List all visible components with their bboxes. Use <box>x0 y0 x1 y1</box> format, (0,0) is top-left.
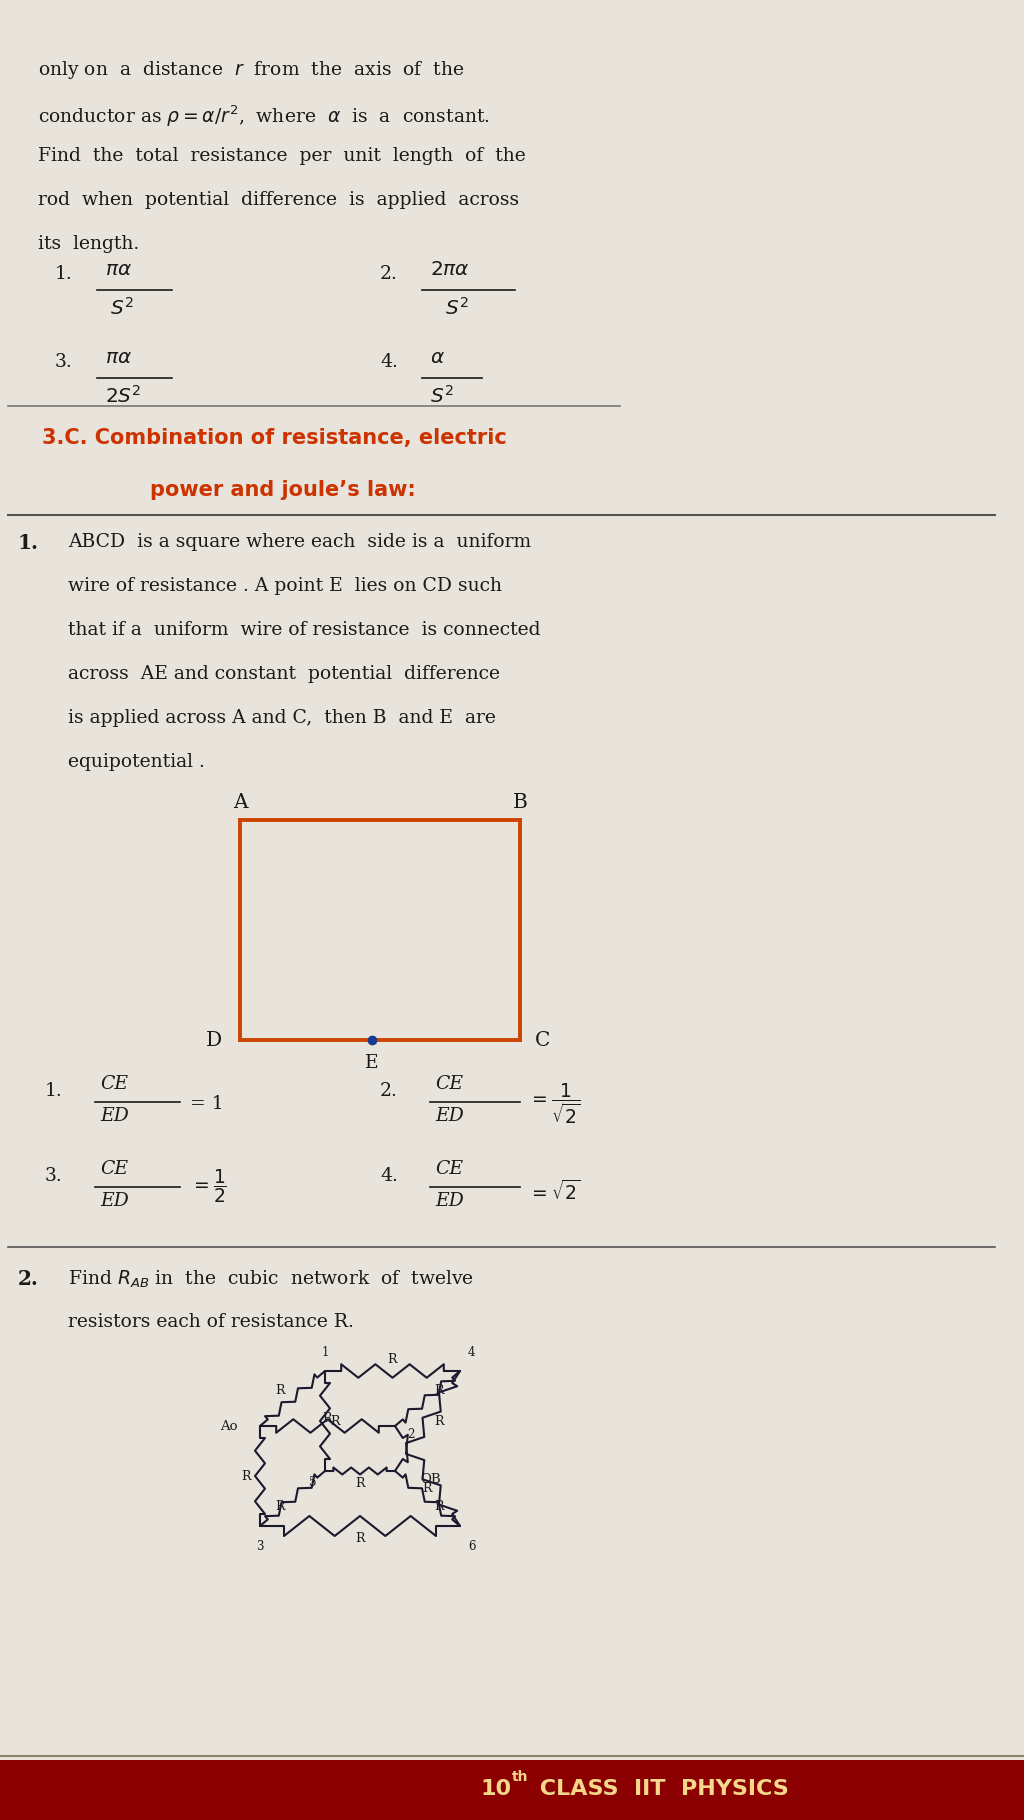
Text: equipotential .: equipotential . <box>68 753 205 772</box>
Text: 3: 3 <box>256 1540 264 1552</box>
Text: E: E <box>365 1054 379 1072</box>
Text: $= \dfrac{1}{\sqrt{2}}$: $= \dfrac{1}{\sqrt{2}}$ <box>528 1083 581 1127</box>
Text: power and joule’s law:: power and joule’s law: <box>150 480 416 501</box>
Text: 5: 5 <box>309 1476 317 1489</box>
Text: $= \sqrt{2}$: $= \sqrt{2}$ <box>528 1179 581 1205</box>
Text: CE: CE <box>435 1159 463 1178</box>
Text: Find  the  total  resistance  per  unit  length  of  the: Find the total resistance per unit lengt… <box>38 147 525 166</box>
Text: 4.: 4. <box>380 1167 398 1185</box>
Text: ED: ED <box>435 1192 464 1210</box>
Text: $S^2$: $S^2$ <box>445 297 469 318</box>
Text: resistors each of resistance R.: resistors each of resistance R. <box>68 1312 354 1330</box>
Text: wire of resistance . A point E  lies on CD such: wire of resistance . A point E lies on C… <box>68 577 502 595</box>
Text: 6: 6 <box>468 1540 475 1552</box>
Text: $\alpha$: $\alpha$ <box>430 348 445 368</box>
Text: R: R <box>331 1414 340 1427</box>
Text: only on  a  distance  $r$  from  the  axis  of  the: only on a distance $r$ from the axis of … <box>38 58 465 82</box>
Text: that if a  uniform  wire of resistance  is connected: that if a uniform wire of resistance is … <box>68 621 541 639</box>
Text: $S^2$: $S^2$ <box>110 297 133 318</box>
Text: B: B <box>513 794 527 812</box>
Text: C: C <box>535 1030 550 1050</box>
Text: 4: 4 <box>468 1347 475 1360</box>
Text: ED: ED <box>100 1192 129 1210</box>
Text: conductor as $\rho = \alpha / r^2$,  where  $\alpha$  is  a  constant.: conductor as $\rho = \alpha / r^2$, wher… <box>38 104 490 129</box>
Text: ABCD  is a square where each  side is a  uniform: ABCD is a square where each side is a un… <box>68 533 531 551</box>
Text: 3.C. Combination of resistance, electric: 3.C. Combination of resistance, electric <box>42 428 507 448</box>
Text: $2S^2$: $2S^2$ <box>105 386 141 408</box>
Text: 3.: 3. <box>45 1167 62 1185</box>
Text: ED: ED <box>100 1107 129 1125</box>
Text: Ao: Ao <box>220 1420 238 1432</box>
Text: rod  when  potential  difference  is  applied  across: rod when potential difference is applied… <box>38 191 519 209</box>
FancyBboxPatch shape <box>0 1760 1024 1820</box>
Text: 10: 10 <box>481 1778 512 1798</box>
Text: R: R <box>242 1469 251 1483</box>
Text: R: R <box>275 1500 286 1512</box>
Text: $\pi\alpha$: $\pi\alpha$ <box>105 260 132 278</box>
Text: 3.: 3. <box>55 353 73 371</box>
Text: $\pi\alpha$: $\pi\alpha$ <box>105 348 132 368</box>
Text: across  AE and constant  potential  difference: across AE and constant potential differe… <box>68 664 500 682</box>
Text: R: R <box>435 1383 444 1398</box>
Text: CLASS  IIT  PHYSICS: CLASS IIT PHYSICS <box>532 1778 788 1798</box>
Text: R: R <box>355 1531 365 1545</box>
Text: $= \dfrac{1}{2}$: $= \dfrac{1}{2}$ <box>190 1167 227 1205</box>
Text: ED: ED <box>435 1107 464 1125</box>
Text: D: D <box>206 1030 222 1050</box>
Text: Find $R_{AB}$ in  the  cubic  network  of  twelve: Find $R_{AB}$ in the cubic network of tw… <box>68 1269 474 1290</box>
Text: = 1: = 1 <box>190 1096 223 1114</box>
Text: A: A <box>232 794 248 812</box>
Text: R: R <box>435 1500 444 1512</box>
Text: R: R <box>355 1476 365 1489</box>
Text: R: R <box>423 1481 432 1494</box>
Text: 2.: 2. <box>18 1269 39 1289</box>
Text: 1.: 1. <box>55 266 73 282</box>
Text: 1: 1 <box>322 1347 329 1360</box>
Text: 2: 2 <box>407 1427 415 1440</box>
Text: R: R <box>275 1383 286 1398</box>
Text: R: R <box>388 1352 397 1365</box>
Text: CE: CE <box>100 1076 128 1094</box>
Text: CE: CE <box>100 1159 128 1178</box>
Text: $2\pi\alpha$: $2\pi\alpha$ <box>430 260 470 278</box>
FancyBboxPatch shape <box>0 0 1024 1782</box>
Text: 1.: 1. <box>18 533 39 553</box>
Text: 2.: 2. <box>380 266 398 282</box>
Text: 4.: 4. <box>380 353 398 371</box>
Text: 1.: 1. <box>45 1083 62 1099</box>
Text: CE: CE <box>435 1076 463 1094</box>
Text: is applied across A and C,  then B  and E  are: is applied across A and C, then B and E … <box>68 710 496 726</box>
Text: R: R <box>435 1414 444 1427</box>
Text: OB: OB <box>420 1472 440 1485</box>
Text: 2.: 2. <box>380 1083 398 1099</box>
Text: R: R <box>323 1412 332 1425</box>
Text: its  length.: its length. <box>38 235 139 253</box>
Text: $S^2$: $S^2$ <box>430 386 454 408</box>
Text: th: th <box>512 1769 528 1784</box>
